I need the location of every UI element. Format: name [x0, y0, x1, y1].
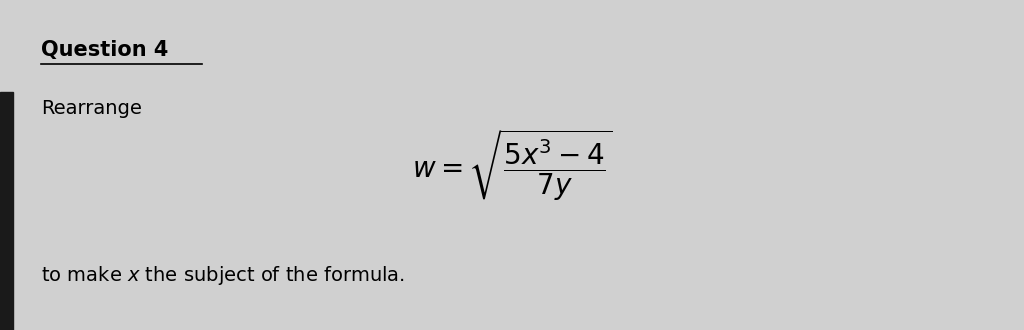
Text: to make $x$ the subject of the formula.: to make $x$ the subject of the formula.	[41, 264, 404, 287]
Text: $w = \sqrt{\dfrac{5x^3 - 4}{7y}}$: $w = \sqrt{\dfrac{5x^3 - 4}{7y}}$	[412, 127, 612, 203]
Text: Rearrange: Rearrange	[41, 99, 142, 118]
Bar	[0, 92, 13, 330]
Text: Question 4: Question 4	[41, 40, 168, 60]
